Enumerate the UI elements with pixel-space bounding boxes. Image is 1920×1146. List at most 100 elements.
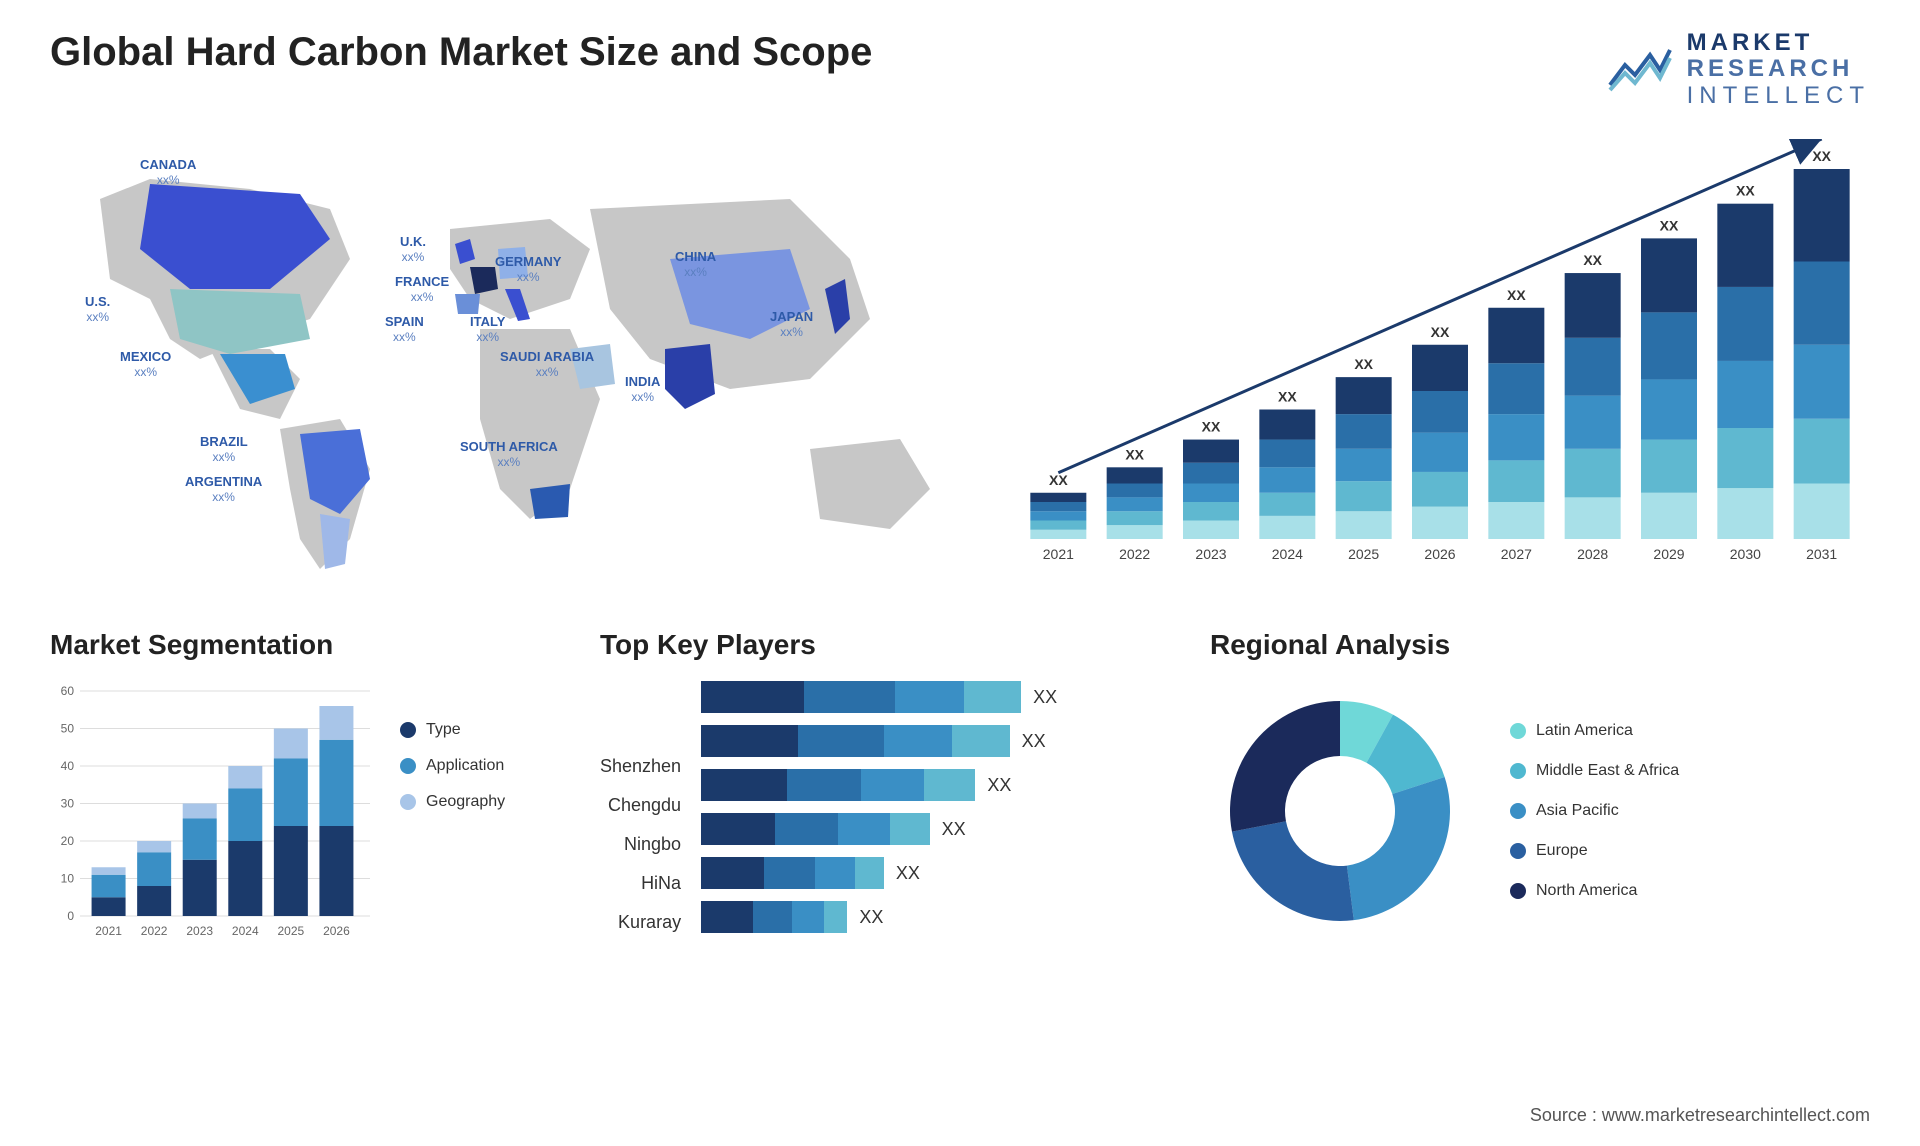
growth-bar-segment: [1107, 511, 1163, 525]
player-bar-segment: [964, 681, 1021, 713]
seg-bar-segment: [319, 740, 353, 826]
logo-line-1: MARKET: [1687, 30, 1870, 56]
growth-bar-segment: [1336, 449, 1392, 481]
seg-bar-segment: [137, 841, 171, 852]
map-country-label: CANADAxx%: [140, 157, 196, 187]
growth-bar-segment: [1412, 345, 1468, 391]
growth-bar-value: XX: [1431, 324, 1450, 340]
map-country-label: SOUTH AFRICAxx%: [460, 439, 558, 469]
seg-legend-label: Type: [426, 721, 461, 739]
regional-legend-item: Europe: [1510, 842, 1679, 860]
page-title: Global Hard Carbon Market Size and Scope: [50, 30, 872, 75]
seg-year-label: 2021: [95, 924, 122, 938]
growth-bar-segment: [1336, 511, 1392, 539]
seg-y-tick: 20: [61, 834, 75, 848]
seg-legend-item: Type: [400, 721, 505, 739]
growth-bar-segment: [1107, 467, 1163, 483]
seg-y-tick: 30: [61, 797, 75, 811]
growth-bar-value: XX: [1583, 252, 1602, 268]
growth-bar-segment: [1794, 419, 1850, 484]
growth-bar-segment: [1107, 525, 1163, 539]
player-bar-value: XX: [942, 819, 966, 840]
growth-bar-value: XX: [1125, 446, 1144, 462]
seg-year-label: 2026: [323, 924, 350, 938]
growth-bar-value: XX: [1660, 218, 1679, 234]
growth-bar-segment: [1030, 530, 1086, 539]
map-country-label: FRANCExx%: [395, 274, 449, 304]
regional-legend-item: Latin America: [1510, 722, 1679, 740]
growth-bar-segment: [1107, 498, 1163, 512]
seg-y-tick: 60: [61, 684, 75, 698]
legend-dot-icon: [1510, 803, 1526, 819]
player-bar-segment: [884, 725, 953, 757]
growth-bar-value: XX: [1507, 287, 1526, 303]
growth-bar-segment: [1336, 481, 1392, 511]
legend-dot-icon: [400, 722, 416, 738]
player-bar: [701, 725, 1010, 757]
legend-dot-icon: [1510, 843, 1526, 859]
growth-bar-segment: [1488, 308, 1544, 364]
player-bar-row: XX: [701, 901, 1160, 933]
seg-bar-segment: [228, 766, 262, 789]
donut-segment: [1230, 701, 1340, 832]
growth-bar-segment: [1030, 521, 1086, 530]
growth-bar-segment: [1717, 204, 1773, 287]
player-bar-segment: [787, 769, 861, 801]
seg-bar-segment: [183, 819, 217, 860]
growth-bar-segment: [1565, 396, 1621, 449]
growth-year-label: 2022: [1119, 546, 1150, 562]
seg-bar-segment: [319, 706, 353, 740]
map-country-label: U.S.xx%: [85, 294, 110, 324]
growth-year-label: 2025: [1348, 546, 1379, 562]
player-bar-segment: [952, 725, 1009, 757]
regional-title: Regional Analysis: [1210, 629, 1870, 661]
growth-bar-segment: [1259, 467, 1315, 492]
seg-bar-segment: [319, 826, 353, 916]
player-bar-segment: [804, 681, 895, 713]
growth-bar-value: XX: [1278, 389, 1297, 405]
legend-dot-icon: [1510, 723, 1526, 739]
map-region-southafrica: [530, 484, 570, 519]
growth-bar-segment: [1412, 472, 1468, 507]
header: Global Hard Carbon Market Size and Scope…: [50, 30, 1870, 109]
growth-bar-value: XX: [1812, 148, 1831, 164]
growth-bar-segment: [1717, 428, 1773, 488]
growth-bar-segment: [1183, 463, 1239, 484]
player-bar: [701, 857, 884, 889]
donut-segment: [1347, 777, 1450, 920]
player-bar-segment: [861, 769, 924, 801]
player-name-label: Chengdu: [600, 795, 681, 816]
growth-bar-segment: [1717, 287, 1773, 361]
growth-bar-segment: [1717, 488, 1773, 539]
growth-bar-segment: [1641, 440, 1697, 493]
player-bar-segment: [924, 769, 975, 801]
seg-y-tick: 10: [61, 872, 75, 886]
seg-y-tick: 40: [61, 759, 75, 773]
brand-logo: MARKET RESEARCH INTELLECT: [1605, 30, 1870, 109]
growth-bar-segment: [1641, 380, 1697, 440]
growth-bar-segment: [1412, 433, 1468, 472]
player-bar-segment: [895, 681, 964, 713]
regional-panel: Regional Analysis Latin AmericaMiddle Ea…: [1210, 629, 1870, 941]
players-bars-chart: XXXXXXXXXXXX: [701, 681, 1160, 933]
growth-year-label: 2024: [1272, 546, 1303, 562]
seg-bar-segment: [183, 804, 217, 819]
top-row: CANADAxx%U.S.xx%MEXICOxx%BRAZILxx%ARGENT…: [50, 139, 1870, 579]
seg-bar-segment: [92, 867, 126, 875]
world-map-panel: CANADAxx%U.S.xx%MEXICOxx%BRAZILxx%ARGENT…: [50, 139, 970, 579]
regional-legend-item: Asia Pacific: [1510, 802, 1679, 820]
seg-y-tick: 0: [67, 909, 74, 923]
growth-bar-segment: [1565, 338, 1621, 396]
seg-bar-segment: [92, 875, 126, 898]
seg-year-label: 2022: [141, 924, 168, 938]
player-bar-segment: [775, 813, 838, 845]
seg-bar-segment: [92, 897, 126, 916]
donut-segment: [1232, 821, 1354, 921]
seg-year-label: 2025: [278, 924, 305, 938]
growth-bar-segment: [1259, 410, 1315, 440]
regional-donut-chart: [1210, 681, 1470, 941]
map-country-label: MEXICOxx%: [120, 349, 171, 379]
growth-bar-segment: [1565, 273, 1621, 338]
player-bar-segment: [815, 857, 855, 889]
player-bar-segment: [792, 901, 824, 933]
